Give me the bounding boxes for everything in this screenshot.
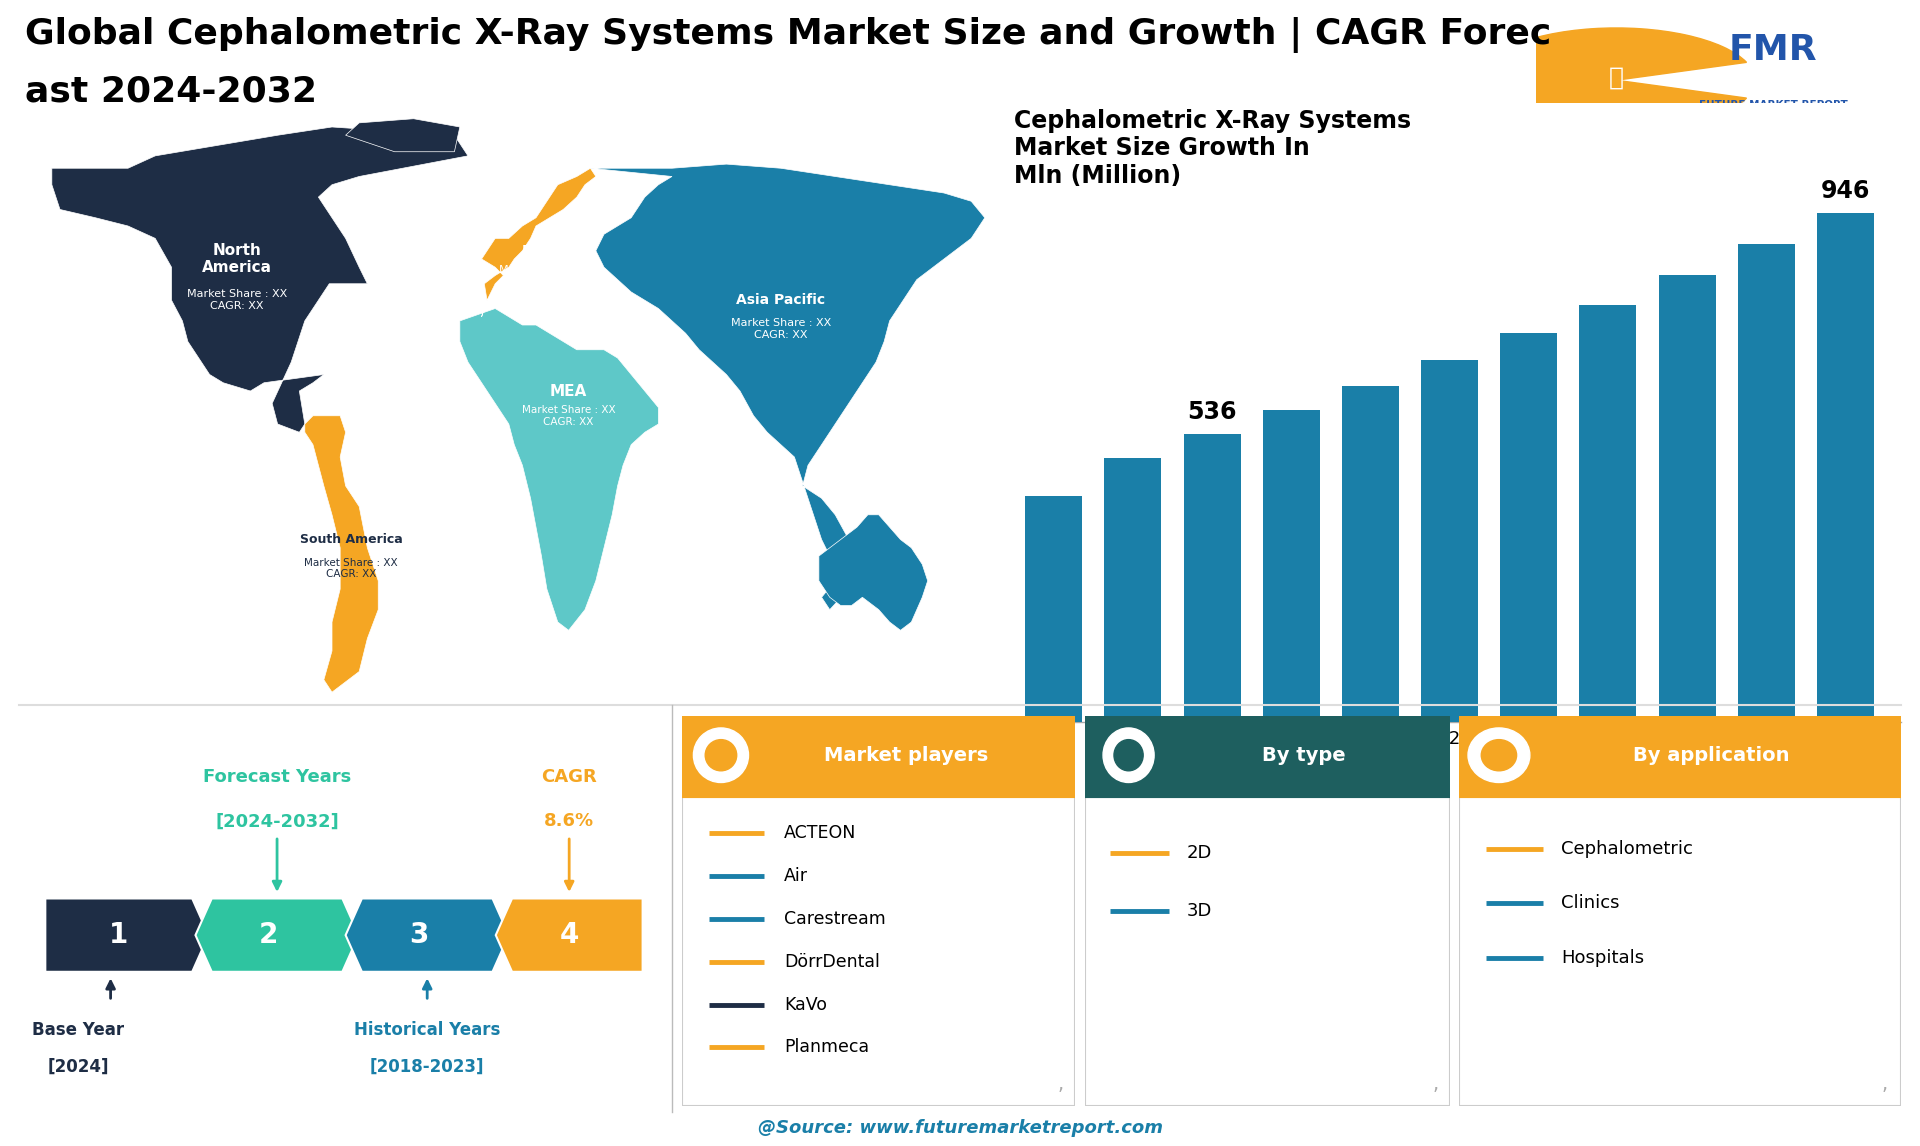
FancyBboxPatch shape <box>1085 791 1450 1106</box>
Bar <box>1816 213 1874 722</box>
Text: Historical Years: Historical Years <box>353 1021 501 1039</box>
Text: 🔭: 🔭 <box>1609 65 1624 89</box>
Text: Market players: Market players <box>824 746 989 764</box>
Text: [2018-2023]: [2018-2023] <box>371 1058 484 1076</box>
Text: ,: , <box>1058 1075 1064 1094</box>
FancyBboxPatch shape <box>1446 713 1914 798</box>
Text: 8.6%: 8.6% <box>543 813 595 831</box>
Bar <box>1500 333 1557 722</box>
Text: 1: 1 <box>109 921 129 949</box>
Polygon shape <box>482 168 595 316</box>
Circle shape <box>693 728 749 783</box>
Bar <box>1104 458 1162 722</box>
Text: Air: Air <box>783 868 808 885</box>
Text: 2D: 2D <box>1187 843 1212 862</box>
Text: By type: By type <box>1261 746 1346 764</box>
Polygon shape <box>196 898 359 972</box>
Text: 3: 3 <box>409 921 428 949</box>
Text: MEA: MEA <box>549 384 588 399</box>
Text: 4: 4 <box>559 921 578 949</box>
Text: Europe: Europe <box>522 244 578 258</box>
Bar <box>1738 244 1795 722</box>
Text: ,: , <box>1432 1075 1438 1094</box>
Text: South America: South America <box>300 533 403 545</box>
Text: @Source: www.futuremarketreport.com: @Source: www.futuremarketreport.com <box>758 1118 1162 1137</box>
Wedge shape <box>1478 28 1747 133</box>
Polygon shape <box>461 308 659 630</box>
Text: Planmeca: Planmeca <box>783 1038 870 1057</box>
Text: 3D: 3D <box>1187 902 1212 920</box>
Text: Market Share : XX
CAGR: XX: Market Share : XX CAGR: XX <box>303 558 397 579</box>
Polygon shape <box>346 119 461 151</box>
Polygon shape <box>495 898 643 972</box>
Text: FMR: FMR <box>1728 33 1818 66</box>
Text: Global Cephalometric X-Ray Systems Market Size and Growth | CAGR Forec: Global Cephalometric X-Ray Systems Marke… <box>25 17 1551 53</box>
Text: Forecast Years: Forecast Years <box>204 769 351 786</box>
Bar <box>1421 360 1478 722</box>
Text: ACTEON: ACTEON <box>783 824 856 842</box>
Text: 2: 2 <box>259 921 278 949</box>
Text: By application: By application <box>1632 746 1789 764</box>
Text: Market Share : XX
CAGR: XX: Market Share : XX CAGR: XX <box>732 319 831 340</box>
Text: Clinics: Clinics <box>1561 894 1619 912</box>
Text: 946: 946 <box>1820 179 1870 203</box>
Text: ast 2024-2032: ast 2024-2032 <box>25 74 317 109</box>
Text: KaVo: KaVo <box>783 996 828 1013</box>
Text: [2024-2032]: [2024-2032] <box>215 813 340 831</box>
Text: DörrDental: DörrDental <box>783 952 879 971</box>
Text: ✂: ✂ <box>998 722 1014 740</box>
Text: Base Year: Base Year <box>33 1021 125 1039</box>
Text: Cephalometric: Cephalometric <box>1561 840 1693 857</box>
FancyBboxPatch shape <box>1073 713 1461 798</box>
Text: CAGR: CAGR <box>541 769 597 786</box>
Polygon shape <box>346 898 509 972</box>
Polygon shape <box>305 416 378 692</box>
Bar <box>1342 386 1400 722</box>
FancyBboxPatch shape <box>670 713 1087 798</box>
Circle shape <box>1482 739 1517 771</box>
Bar <box>1580 305 1636 722</box>
Polygon shape <box>591 164 985 610</box>
Circle shape <box>1102 728 1154 783</box>
Text: [2024]: [2024] <box>48 1058 109 1076</box>
Bar <box>1659 275 1716 722</box>
Text: Carestream: Carestream <box>783 910 885 928</box>
Text: Asia Pacific: Asia Pacific <box>735 293 826 307</box>
Polygon shape <box>46 898 209 972</box>
Text: Market Share : XX
CAGR: XX: Market Share : XX CAGR: XX <box>522 405 616 426</box>
Text: 536: 536 <box>1187 400 1236 424</box>
Text: ,: , <box>1882 1075 1887 1094</box>
Circle shape <box>705 739 737 771</box>
Bar <box>1183 433 1240 722</box>
Circle shape <box>1114 739 1142 771</box>
Text: Cephalometric X-Ray Systems
Market Size Growth In
Mln (Million): Cephalometric X-Ray Systems Market Size … <box>1014 109 1411 188</box>
Bar <box>1263 410 1319 722</box>
Text: Market Share : XX
CAGR: XX: Market Share : XX CAGR: XX <box>499 265 599 286</box>
Text: Hospitals: Hospitals <box>1561 949 1644 967</box>
Bar <box>1025 496 1083 722</box>
Circle shape <box>1469 728 1530 783</box>
FancyBboxPatch shape <box>682 791 1075 1106</box>
FancyBboxPatch shape <box>1459 791 1901 1106</box>
Text: North
America: North America <box>202 243 273 275</box>
Text: Market Share : XX
CAGR: XX: Market Share : XX CAGR: XX <box>186 290 286 311</box>
Text: FUTURE MARKET REPORT: FUTURE MARKET REPORT <box>1699 100 1847 110</box>
Polygon shape <box>52 127 468 432</box>
Polygon shape <box>820 515 927 630</box>
